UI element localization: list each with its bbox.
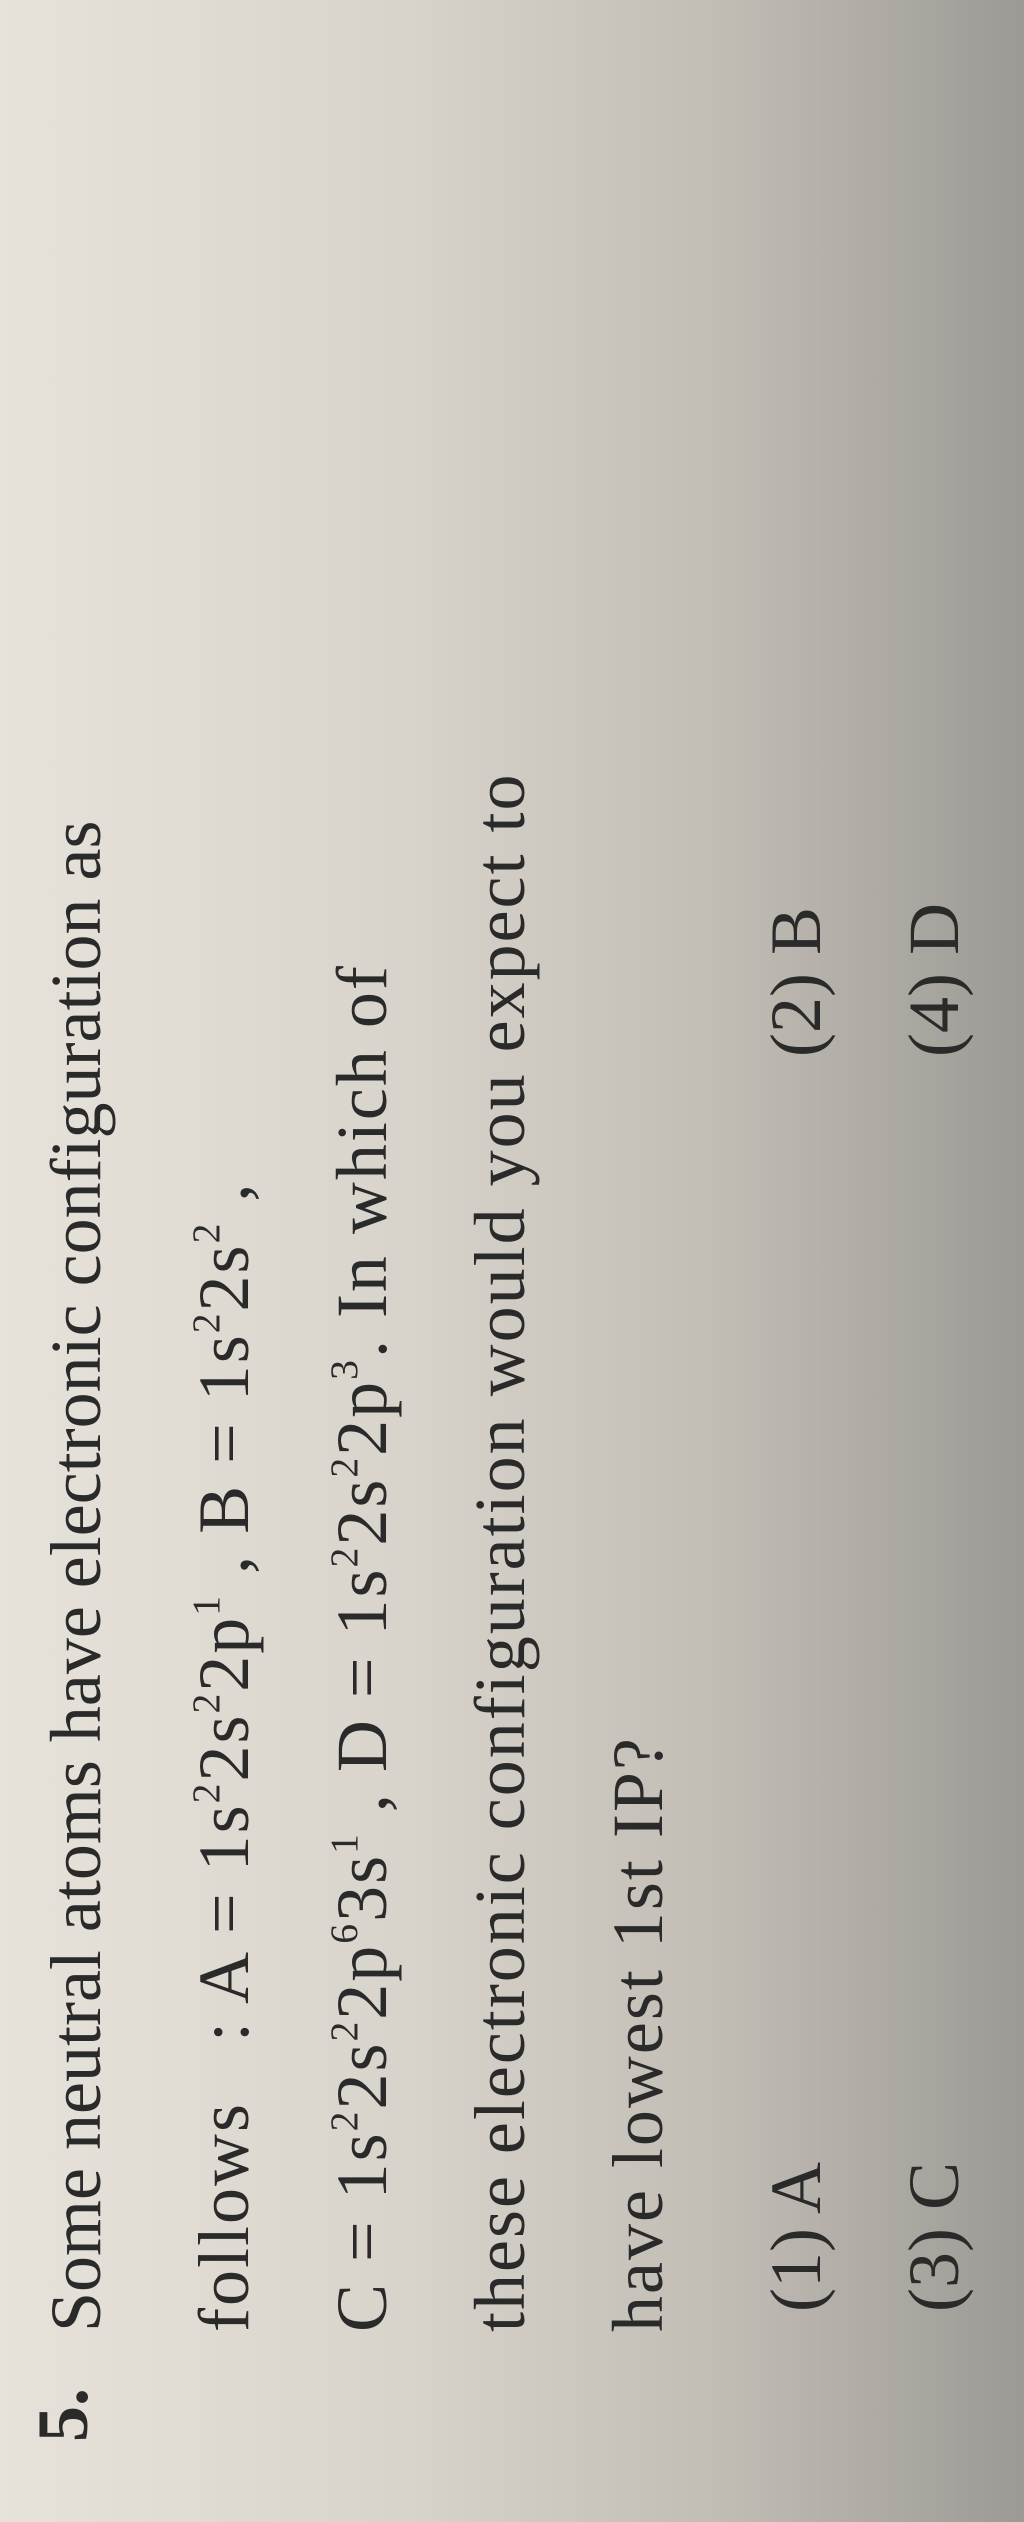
comma-2: ,: [184, 1182, 264, 1222]
option-3[interactable]: (3) C: [880, 1257, 988, 2312]
config-b: B = 1s22s2: [184, 1222, 264, 1534]
config-c: C = 1s22s22p63s1: [322, 1832, 402, 2332]
config-row-2: C = 1s22s22p63s1 , D = 1s22s22p3. In whi…: [308, 2, 416, 2332]
comma-1: ,: [184, 1534, 264, 1594]
config-row-1: follows : A = 1s22s22p1 , B = 1s22s2 ,: [170, 2, 278, 2332]
option-1[interactable]: (1) A: [742, 1257, 850, 2312]
stem-line-1: Some neutral atoms have electronic confi…: [22, 2, 130, 2332]
option-4[interactable]: (4) D: [880, 2, 988, 1057]
question-number: 5.: [22, 2362, 988, 2442]
stem-line-4: have lowest 1st IP?: [584, 2, 692, 2332]
config-d: D = 1s22s22p3: [322, 1358, 402, 1772]
question-block: 5. Some neutral atoms have electronic co…: [22, 2, 988, 2442]
period: .: [322, 1338, 402, 1358]
question-body: Some neutral atoms have electronic confi…: [22, 2, 988, 2332]
stem-line-3: these electronic configuration would you…: [446, 2, 554, 2332]
option-2[interactable]: (2) B: [742, 2, 850, 1057]
config-a-and-b: : A = 1s22s22p1 , B = 1s22s2 ,: [170, 1182, 278, 2042]
comma-3: ,: [322, 1772, 402, 1832]
follows-label: follows: [170, 2102, 278, 2332]
tail-1: In which of: [322, 964, 402, 1338]
config-a: : A = 1s22s22p1: [184, 1594, 264, 2042]
options-grid: (1) A (2) B (3) C (4) D: [742, 2, 988, 2332]
page-surface: 5. Some neutral atoms have electronic co…: [0, 0, 1024, 2522]
